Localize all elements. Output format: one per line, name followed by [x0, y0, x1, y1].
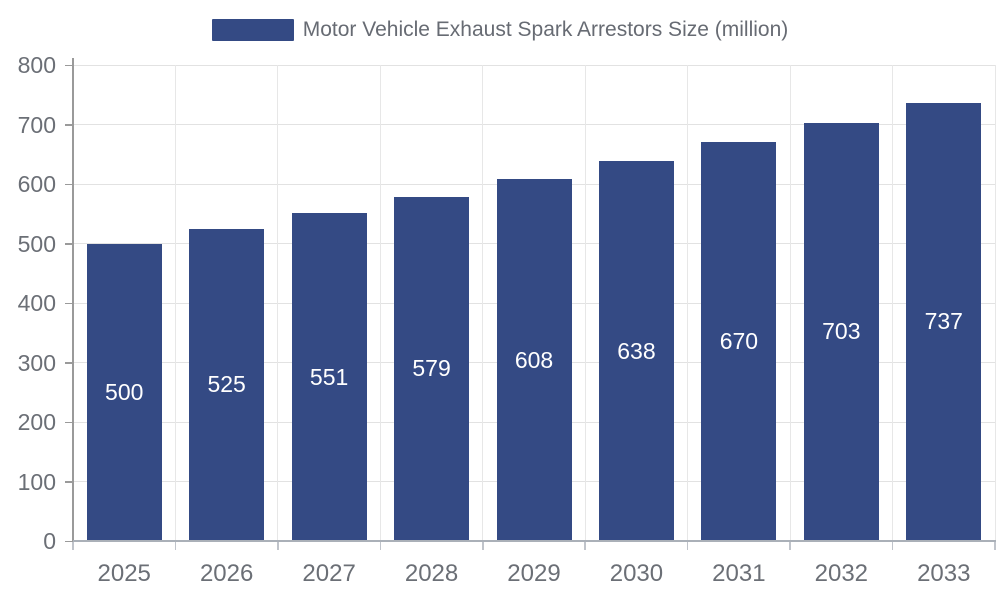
x-tick-label: 2027 — [302, 560, 356, 587]
y-tick-label: 800 — [17, 52, 56, 78]
x-tick-mark — [994, 542, 996, 550]
y-tick-label: 500 — [17, 230, 56, 257]
bar-2032[interactable]: 703 — [803, 122, 879, 541]
gridline-vertical — [789, 65, 791, 541]
bar-2033[interactable]: 737 — [906, 102, 982, 541]
x-tick-mark — [379, 542, 382, 550]
x-tick-label: 2026 — [199, 560, 254, 587]
bar-2030[interactable]: 638 — [598, 161, 674, 541]
legend: Motor Vehicle Exhaust Spark Arrestors Si… — [0, 18, 1000, 42]
bar-value-label: 500 — [105, 378, 144, 405]
gridline-horizontal — [73, 64, 995, 66]
x-tick-mark — [174, 542, 177, 550]
bar-2026[interactable]: 525 — [189, 228, 265, 541]
bar-value-label: 737 — [924, 308, 963, 335]
bar-2031[interactable]: 670 — [701, 142, 777, 541]
gridline-vertical — [994, 65, 996, 541]
legend-swatch-icon — [211, 19, 294, 41]
bar-value-label: 579 — [412, 355, 451, 382]
gridline-vertical — [174, 65, 176, 541]
gridline-vertical — [482, 65, 484, 541]
y-tick-mark — [65, 183, 73, 185]
y-tick-mark — [65, 64, 73, 66]
x-tick-label: 2033 — [917, 560, 971, 587]
x-tick-mark — [277, 542, 279, 550]
bar-value-label: 638 — [617, 337, 656, 364]
y-tick-label: 200 — [17, 409, 56, 435]
y-axis-line — [72, 58, 74, 542]
y-tick-label: 600 — [17, 171, 56, 197]
x-tick-label: 2032 — [814, 560, 869, 587]
y-tick-label: 700 — [17, 111, 56, 138]
bar-value-label: 525 — [207, 371, 246, 398]
x-tick-mark — [482, 542, 484, 550]
x-tick-label: 2030 — [609, 560, 664, 587]
gridline-vertical — [892, 65, 894, 541]
y-tick-label: 300 — [17, 349, 56, 376]
y-tick-mark — [65, 540, 73, 542]
plot-area: 500 525 551 579 608 638 670 703 737 — [73, 64, 996, 541]
gridline-horizontal — [73, 124, 995, 125]
x-tick-mark — [891, 542, 894, 550]
y-tick-mark — [65, 243, 73, 245]
legend-item[interactable]: Motor Vehicle Exhaust Spark Arrestors Si… — [211, 18, 789, 42]
gridline-vertical — [687, 65, 689, 541]
gridline-vertical — [277, 65, 279, 541]
bar-value-label: 703 — [822, 318, 861, 345]
y-tick-label: 100 — [17, 468, 56, 495]
x-tick-label: 2028 — [404, 560, 459, 587]
y-tick-mark — [65, 302, 73, 304]
y-tick-label: 400 — [17, 290, 56, 316]
bar-2029[interactable]: 608 — [496, 179, 572, 541]
bar-value-label: 608 — [514, 346, 554, 373]
bar-value-label: 670 — [719, 328, 759, 355]
x-tick-label: 2025 — [97, 560, 151, 587]
x-tick-label: 2031 — [712, 560, 766, 587]
y-tick-mark — [65, 421, 73, 423]
bar-2028[interactable]: 579 — [394, 196, 470, 541]
y-tick-label: 0 — [43, 528, 56, 554]
legend-series-label: Motor Vehicle Exhaust Spark Arrestors Si… — [302, 18, 789, 41]
x-tick-label: 2029 — [507, 560, 561, 587]
x-tick-mark — [584, 542, 586, 550]
y-tick-mark — [65, 362, 73, 364]
gridline-vertical — [584, 65, 586, 541]
x-tick-mark — [72, 542, 74, 550]
x-tick-mark — [686, 542, 689, 550]
bar-2025[interactable]: 500 — [86, 243, 162, 541]
gridline-vertical — [379, 65, 381, 541]
y-tick-mark — [65, 124, 73, 126]
x-tick-mark — [789, 542, 791, 550]
bar-2027[interactable]: 551 — [291, 213, 367, 541]
x-axis-line — [73, 540, 996, 542]
bar-value-label: 551 — [309, 363, 349, 390]
y-tick-mark — [65, 481, 73, 483]
